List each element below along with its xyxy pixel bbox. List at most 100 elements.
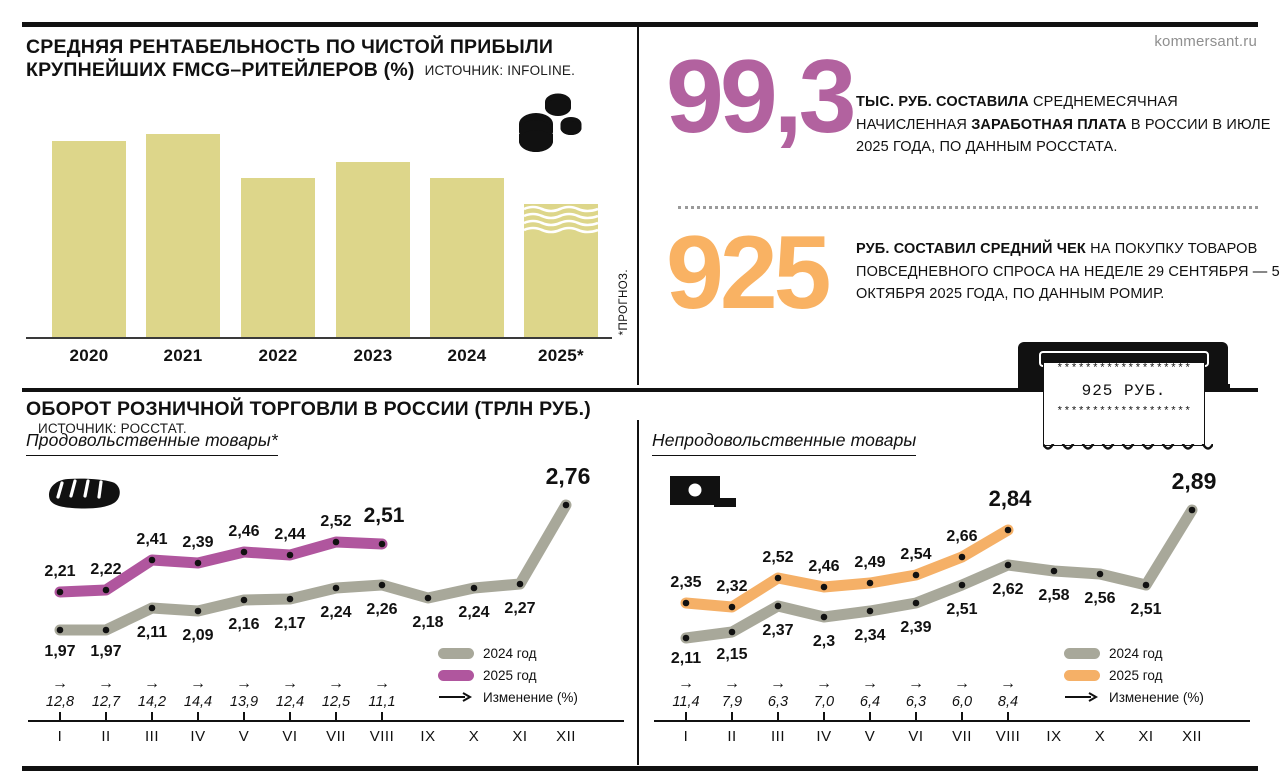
- arrow-right-icon: [438, 690, 474, 705]
- axis-line: [654, 720, 1250, 722]
- change-value: → 7,9: [703, 675, 761, 711]
- axis-tick-label: I: [57, 728, 63, 745]
- arrow-right-icon: →: [862, 675, 878, 692]
- value-label: 2,41: [136, 531, 167, 548]
- receipt-paper: ******************* 925 РУБ. ***********…: [1043, 362, 1205, 446]
- value-label: 2,27: [504, 600, 535, 617]
- axis-tick-label: VII: [326, 728, 346, 745]
- legend-label-change: Изменение (%): [483, 689, 578, 705]
- receipt-stars-bottom: *******************: [1056, 406, 1192, 418]
- legend-label-2024: 2024 год: [1109, 645, 1163, 661]
- legend-label-2024: 2024 год: [483, 645, 537, 661]
- value-label: 2,3: [813, 633, 835, 650]
- top-divider: [22, 22, 1258, 27]
- value-label: 2,24: [320, 604, 351, 621]
- legend-item-change: Изменение (%): [438, 686, 628, 708]
- bar-category-label: 2025*: [538, 346, 584, 365]
- appliance-icon: [670, 476, 742, 517]
- middle-divider: [22, 388, 1258, 392]
- arrow-right-icon: →: [190, 675, 206, 692]
- value-label: 2,21: [44, 563, 75, 580]
- value-label: 2,15: [716, 646, 747, 663]
- arrow-right-icon: →: [144, 675, 160, 692]
- value-label: 1,97: [90, 643, 121, 660]
- axis-tick-label: XI: [1138, 728, 1154, 745]
- receipt-stars-top: *******************: [1056, 363, 1192, 375]
- value-label: 2,52: [320, 513, 351, 530]
- arrow-right-icon: →: [678, 675, 694, 692]
- change-value: → 12,8: [31, 675, 89, 711]
- legend-item-change: Изменение (%): [1064, 686, 1254, 708]
- value-label: 2,52: [762, 549, 793, 566]
- value-label: 2,17: [274, 615, 305, 632]
- change-value: → 7,0: [795, 675, 853, 711]
- food-chart-plot: 2,21 2,22 2,41 2,39 2,46 2,44 2,52 2,51 …: [44, 463, 590, 660]
- bar-category-label: 2024: [447, 346, 487, 365]
- legend-label-2025: 2025 год: [1109, 667, 1163, 683]
- section1-source: ИСТОЧНИК: INFOLINE.: [424, 63, 576, 78]
- section1-title-line1: СРЕДНЯЯ РЕНТАБЕЛЬНОСТЬ ПО ЧИСТОЙ ПРИБЫЛИ: [26, 36, 554, 58]
- value-label: 2,84: [989, 486, 1033, 511]
- arrow-right-icon: →: [374, 675, 390, 692]
- change-value: → 12,4: [261, 676, 319, 711]
- legend-swatch-2024: [1064, 647, 1100, 659]
- food-chart-axis: → 12,8 → 12,7 → 14,2 → 14,4 → 13,9 → 12,4 → 12,…: [26, 676, 630, 756]
- nonfood-chart-plot: 2,35 2,32 2,52 2,46 2,49 2,54 2,66 2,84 …: [670, 468, 1217, 667]
- change-value: → 12,7: [77, 676, 135, 711]
- value-label: 2,37: [762, 622, 793, 639]
- legend-label-change: Изменение (%): [1109, 689, 1204, 705]
- arrow-right-icon: →: [52, 675, 68, 692]
- value-label: 2,51: [364, 504, 405, 527]
- arrow-right-icon: →: [816, 675, 832, 692]
- nonfood-chart-axis: → 11,4 → 7,9 → 6,3 → 7,0 → 6,4 → 6,3 → 6,0 → 8,4…: [652, 676, 1256, 756]
- receipt-amount: 925 РУБ.: [1081, 382, 1167, 400]
- bar-category-label: 2023: [353, 346, 393, 365]
- axis-tick-label: V: [864, 728, 876, 745]
- coins-icon: [518, 93, 582, 155]
- value-label: 2,89: [1172, 468, 1217, 494]
- value-label: 2,26: [366, 601, 397, 618]
- arrow-right-icon: [1064, 690, 1100, 705]
- nonfood-chart-title: Непродовольственные товары: [652, 430, 917, 456]
- change-value: → 6,4: [841, 675, 899, 711]
- arrow-right-icon: →: [908, 675, 924, 692]
- section2-heading: ОБОРОТ РОЗНИЧНОЙ ТОРГОВЛИ В РОССИИ (ТРЛН…: [26, 398, 646, 439]
- value-label: 2,22: [90, 561, 121, 578]
- section2-title: ОБОРОТ РОЗНИЧНОЙ ТОРГОВЛИ В РОССИИ (ТРЛН…: [26, 398, 591, 420]
- change-value: → 11,4: [657, 675, 715, 711]
- arrow-right-icon: →: [328, 675, 344, 692]
- stat-text-salary: ТЫС. РУБ. СОСТАВИЛА СРЕДНЕМЕСЯЧНАЯ НАЧИС…: [856, 94, 1271, 155]
- change-value: → 8,4: [979, 676, 1037, 711]
- value-label: 2,46: [808, 558, 839, 575]
- receipt-printer-icon: ******************* 925 РУБ. ***********…: [1018, 336, 1230, 450]
- food-chart-title: Продовольственные товары*: [26, 430, 278, 456]
- value-label: 1,97: [44, 643, 75, 660]
- change-value: → 6,3: [887, 675, 945, 711]
- legend-item-2025: 2025 год: [1064, 664, 1254, 686]
- value-label: 2,35: [670, 574, 701, 591]
- value-label: 2,54: [900, 546, 931, 563]
- axis-tick-label: II: [101, 728, 111, 745]
- value-label: 2,58: [1038, 587, 1069, 604]
- value-label: 2,51: [946, 601, 977, 618]
- bar-chart-baseline: [26, 337, 612, 339]
- vertical-divider-bottom: [637, 420, 639, 765]
- axis-tick-label: XII: [556, 728, 576, 745]
- legend-label-2025: 2025 год: [483, 667, 537, 683]
- axis-tick-label: III: [144, 728, 159, 745]
- bottom-divider: [22, 766, 1258, 771]
- bar-category-label: 2021: [163, 346, 203, 365]
- axis-tick-label: VIII: [995, 728, 1021, 745]
- axis-tick-label: IV: [816, 728, 832, 745]
- forecast-note: *ПРОГНОЗ.: [618, 268, 630, 335]
- axis-tick-label: II: [727, 728, 737, 745]
- profitability-bar-chart: 2,8 2020 2,9 2021 2,3 2022 2,5 2023 2,3 …: [26, 93, 630, 373]
- stat-number-receipt: 925: [666, 215, 832, 331]
- axis-tick-label: X: [1094, 728, 1106, 745]
- nonfood-retail-line-chart: Непродовольственные товары: [652, 430, 1256, 766]
- value-label: 2,51: [1130, 601, 1161, 618]
- value-label: 2,46: [228, 523, 259, 540]
- axis-tick-label: XI: [512, 728, 528, 745]
- arrow-right-icon: →: [724, 675, 740, 692]
- change-value: → 11,1: [353, 675, 411, 711]
